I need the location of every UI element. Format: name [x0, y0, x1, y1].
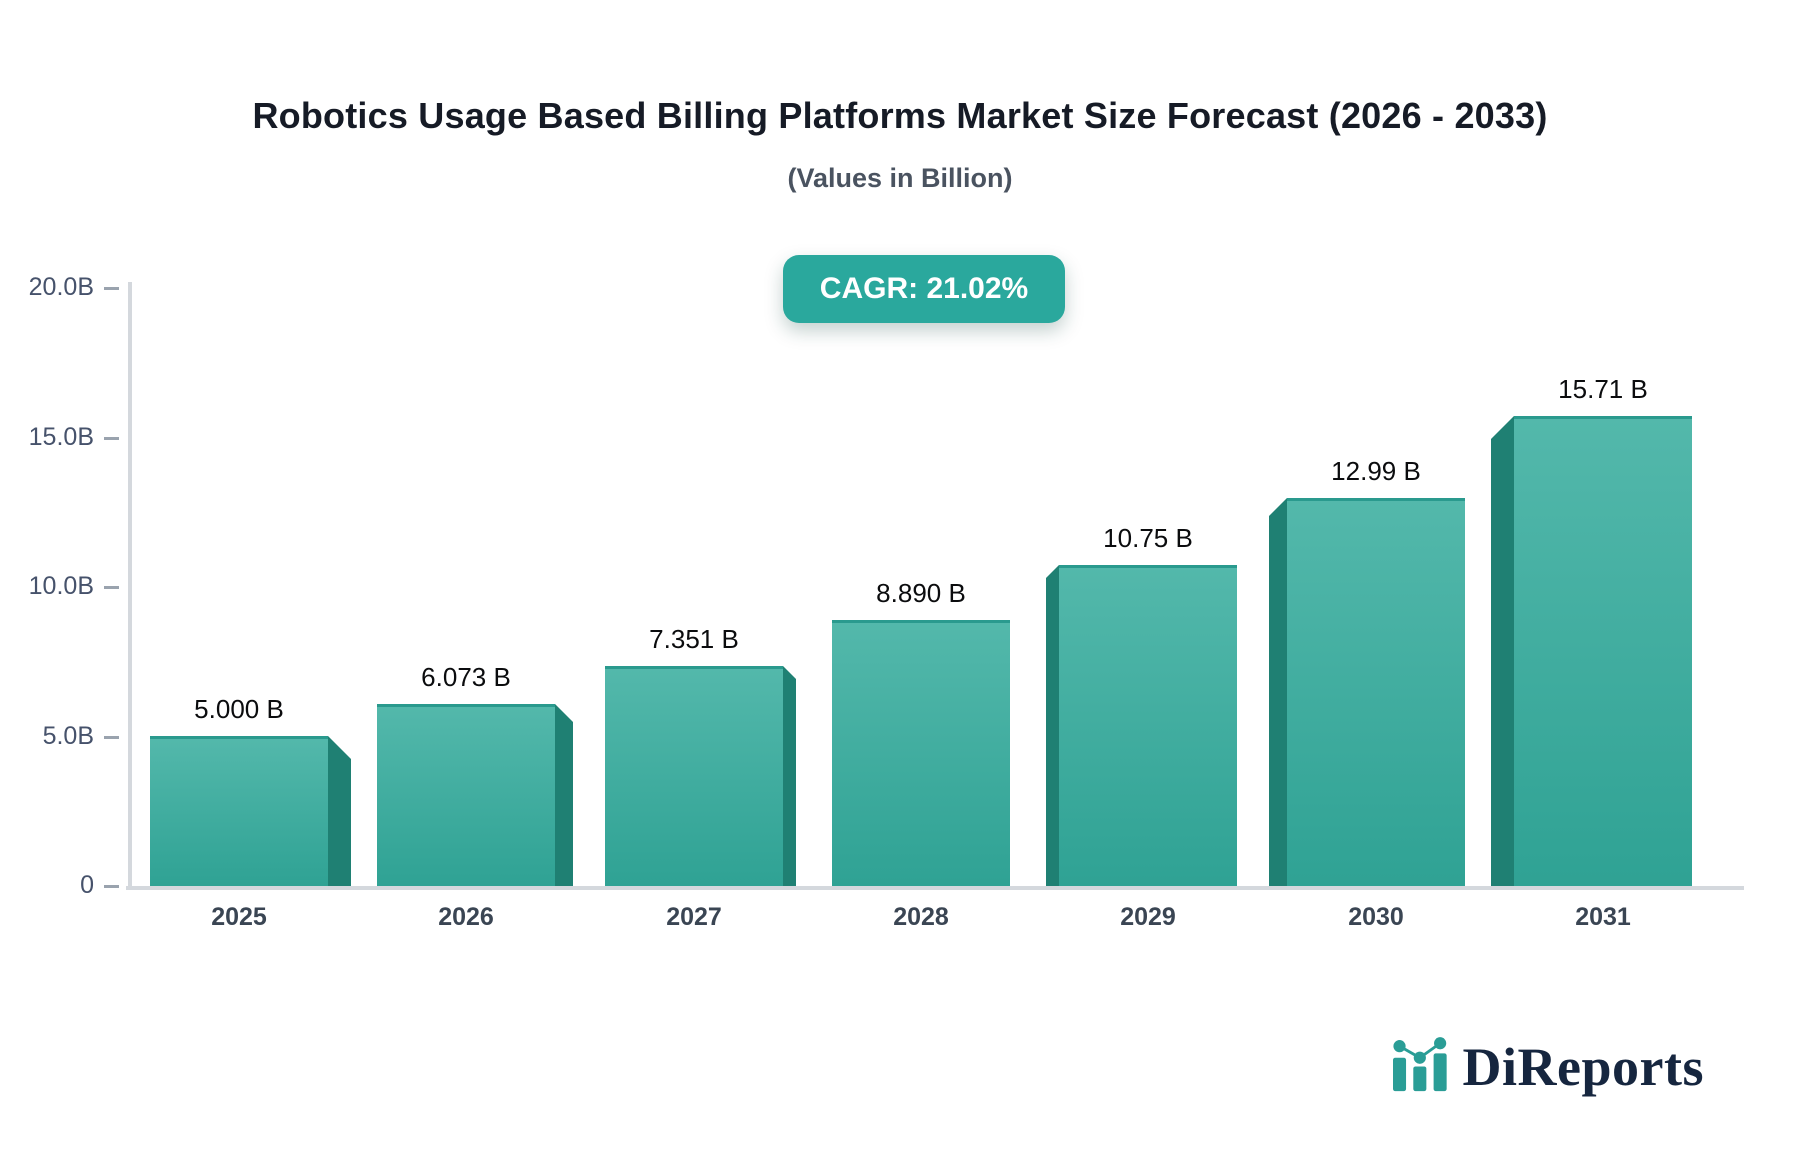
bar-2027[interactable] [605, 666, 783, 886]
bar-side-face-2029 [1046, 565, 1059, 886]
x-axis-label-2027: 2027 [666, 903, 722, 931]
brand-logo: DiReports [1389, 1030, 1704, 1094]
y-axis-tick [104, 586, 119, 589]
y-axis-label: 20.0B [28, 273, 94, 301]
bar-side-face-2030 [1269, 498, 1287, 886]
bar-value-label-2031: 15.71 B [1558, 374, 1648, 404]
brand-name: DiReports [1462, 1037, 1704, 1097]
y-axis-tick [104, 736, 119, 739]
bar-2026[interactable] [377, 704, 555, 886]
x-axis-label-2028: 2028 [893, 903, 949, 931]
y-axis-label: 0 [80, 871, 94, 899]
y-axis-label: 15.0B [28, 423, 94, 451]
x-axis-label-2030: 2030 [1348, 903, 1404, 931]
bar-value-label-2029: 10.75 B [1103, 523, 1193, 553]
bar-value-label-2026: 6.073 B [421, 662, 511, 692]
bar-side-face-2025 [328, 736, 351, 886]
chart-title: Robotics Usage Based Billing Platforms M… [252, 95, 1548, 136]
bar-side-face-2026 [555, 704, 573, 886]
bar-value-label-2027: 7.351 B [649, 624, 739, 654]
bar-2028[interactable] [832, 620, 1010, 886]
x-axis-label-2031: 2031 [1575, 903, 1631, 931]
x-axis-label-2029: 2029 [1120, 903, 1176, 931]
cagr-badge: CAGR: 21.02% [783, 255, 1065, 323]
x-axis-label-2025: 2025 [211, 903, 267, 931]
bar-2031[interactable] [1514, 416, 1692, 886]
x-axis-baseline [126, 886, 1744, 890]
y-axis-tick [104, 885, 119, 888]
y-axis-line [128, 282, 132, 890]
y-axis-label: 5.0B [42, 722, 94, 750]
bar-side-face-2031 [1491, 416, 1514, 886]
x-axis-label-2026: 2026 [438, 903, 494, 931]
bar-2029[interactable] [1059, 565, 1237, 886]
bar-side-face-2027 [783, 666, 796, 886]
bar-2025[interactable] [150, 736, 328, 886]
chart-subtitle: (Values in Billion) [787, 163, 1013, 193]
y-axis-label: 10.0B [28, 572, 94, 600]
bar-value-label-2030: 12.99 B [1331, 456, 1421, 486]
bar-value-label-2025: 5.000 B [194, 694, 284, 724]
y-axis-tick [104, 437, 119, 440]
bar-value-label-2028: 8.890 B [876, 578, 966, 608]
bar-line-chart-icon [1392, 1037, 1447, 1092]
bar-2030[interactable] [1287, 498, 1465, 886]
y-axis-tick [104, 287, 119, 290]
cagr-badge-label: CAGR: 21.02% [819, 272, 1029, 305]
